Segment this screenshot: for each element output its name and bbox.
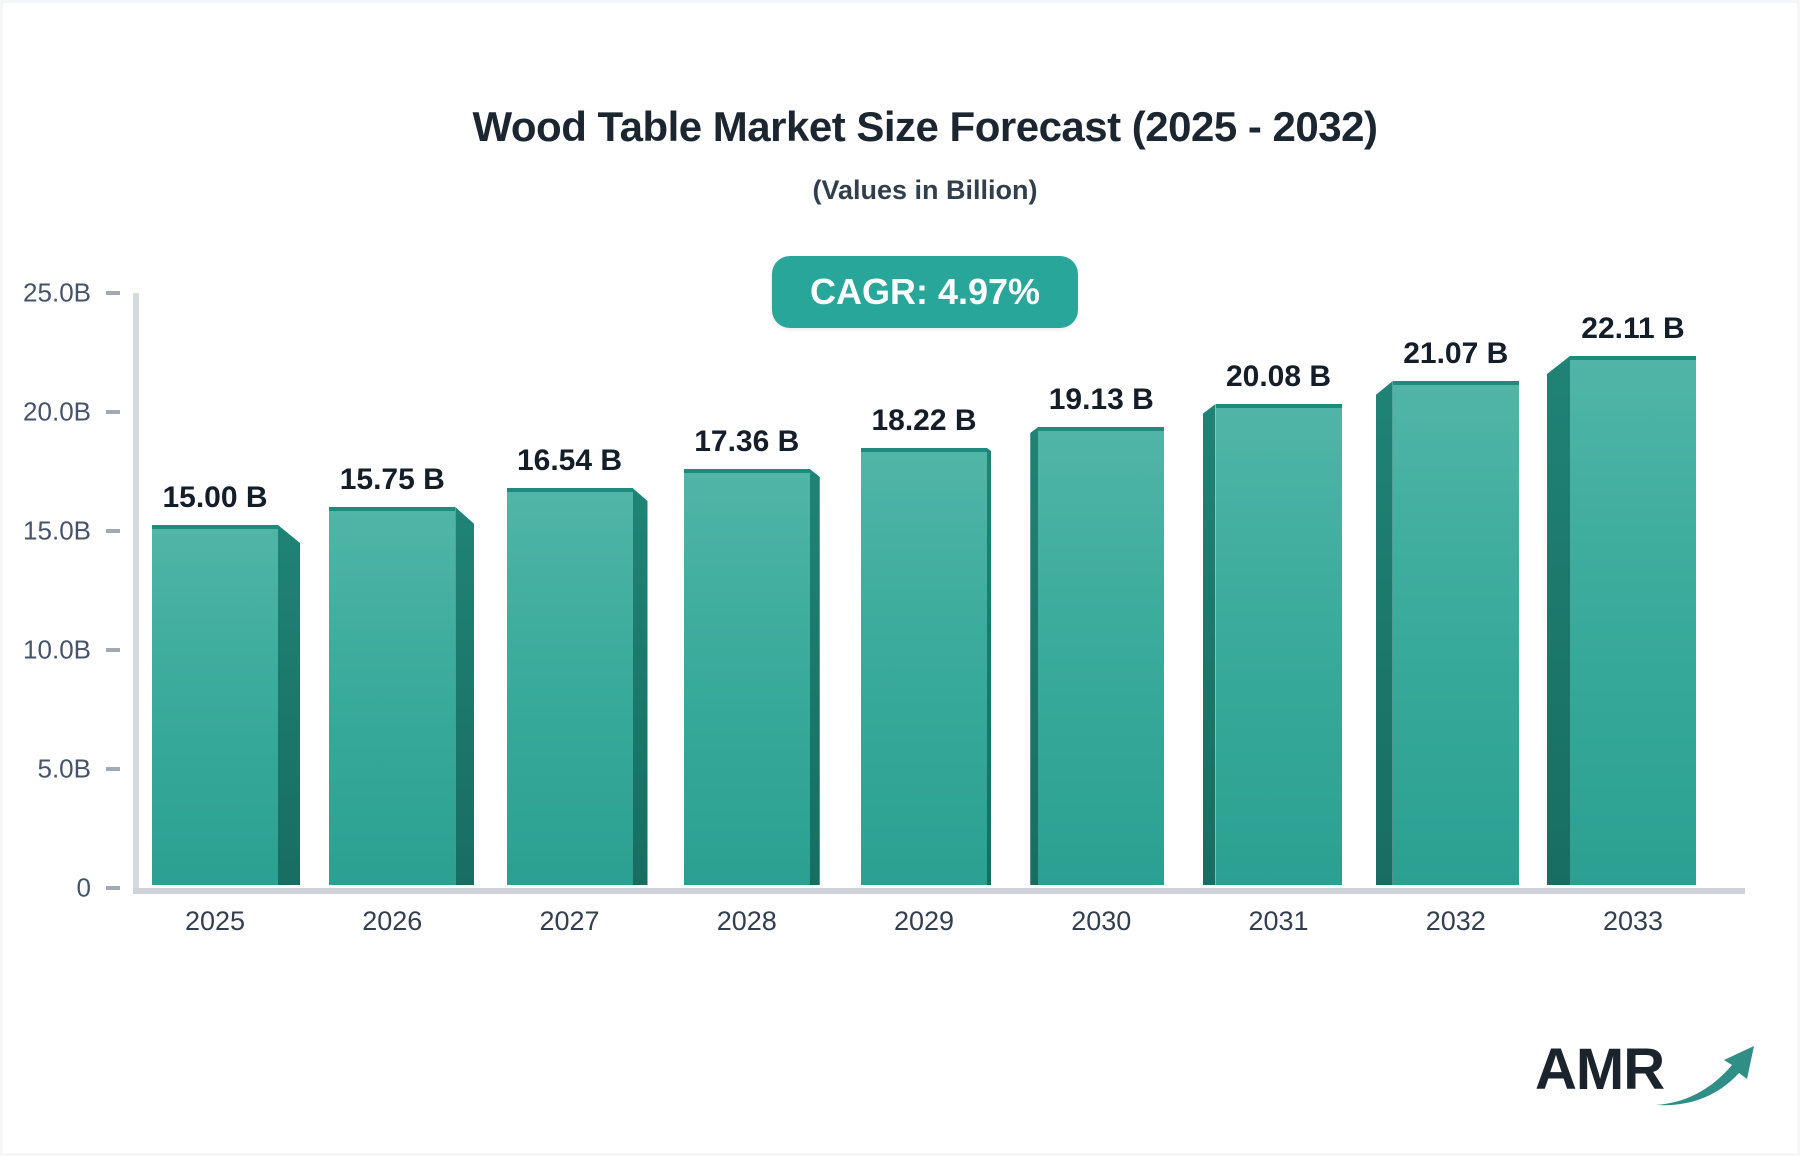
bar-value-label-2031: 20.08 B xyxy=(1225,360,1332,393)
bar-3d-side-2032 xyxy=(1375,381,1393,885)
amr-logo: AMR xyxy=(1535,1041,1758,1114)
bar-2027 xyxy=(506,488,633,885)
y-axis-line xyxy=(133,293,139,893)
x-axis-label-2028: 2028 xyxy=(716,906,777,936)
bar-3d-side-2027 xyxy=(632,488,648,885)
y-axis-tick-mark xyxy=(106,529,120,533)
bar-3d-side-2028 xyxy=(809,469,820,885)
chart-title: Wood Table Market Size Forecast (2025 - … xyxy=(472,103,1378,150)
bar-3d-side-2030 xyxy=(1030,427,1039,885)
y-axis-tick-mark xyxy=(106,410,120,414)
bar-value-label-2030: 19.13 B xyxy=(1048,383,1154,416)
cagr-badge: CAGR: 4.97% xyxy=(771,256,1079,328)
x-axis-label-2027: 2027 xyxy=(539,906,600,936)
y-axis-tick-label: 25.0B xyxy=(23,277,91,308)
bar-3d-side-2029 xyxy=(987,448,991,885)
y-axis-tick-mark xyxy=(106,767,120,771)
bar-3d-side-2031 xyxy=(1202,404,1216,885)
bar-value-label-2027: 16.54 B xyxy=(516,444,623,477)
y-axis-tick-mark xyxy=(106,291,120,295)
x-axis-line xyxy=(133,888,1745,894)
bar-3d-side-2025 xyxy=(278,525,300,885)
bar-2033 xyxy=(1570,356,1696,885)
y-axis-tick-mark xyxy=(106,648,120,652)
bar-2030 xyxy=(1038,427,1165,885)
bar-value-label-2025: 15.00 B xyxy=(162,481,268,514)
bar-3d-side-2026 xyxy=(455,507,475,885)
y-axis-tick-mark xyxy=(106,886,120,890)
chart-subtitle: (Values in Billion) xyxy=(812,175,1038,205)
x-axis-label-2033: 2033 xyxy=(1602,906,1664,936)
bar-2032 xyxy=(1392,381,1519,885)
amr-logo-text: AMR xyxy=(1535,1037,1665,1102)
y-axis-tick-label: 5.0B xyxy=(37,753,92,784)
y-axis-tick-label: 0 xyxy=(76,872,91,903)
y-axis-tick-label: 15.0B xyxy=(23,515,91,546)
bar-2026 xyxy=(329,507,456,885)
x-axis-label-2032: 2032 xyxy=(1425,906,1486,936)
x-axis-label-2025: 2025 xyxy=(184,906,246,936)
bar-value-label-2026: 15.75 B xyxy=(339,463,445,496)
x-axis-label-2031: 2031 xyxy=(1248,906,1309,936)
y-axis-tick-label: 10.0B xyxy=(23,634,91,665)
y-axis-tick-label: 20.0B xyxy=(23,396,91,427)
bar-value-label-2033: 22.11 B xyxy=(1581,312,1685,345)
growth-arrow-icon xyxy=(1654,1043,1758,1114)
x-axis-label-2026: 2026 xyxy=(362,906,423,936)
bar-value-label-2032: 21.07 B xyxy=(1403,337,1509,370)
bar-value-label-2028: 17.36 B xyxy=(694,425,800,458)
bar-2025 xyxy=(152,525,278,885)
bar-2031 xyxy=(1215,404,1342,885)
bar-3d-side-2033 xyxy=(1547,356,1570,885)
bar-2028 xyxy=(683,469,810,885)
x-axis-label-2029: 2029 xyxy=(893,906,955,936)
x-axis-label-2030: 2030 xyxy=(1071,906,1132,936)
bar-2029 xyxy=(861,448,987,885)
bar-value-label-2029: 18.22 B xyxy=(871,404,977,437)
